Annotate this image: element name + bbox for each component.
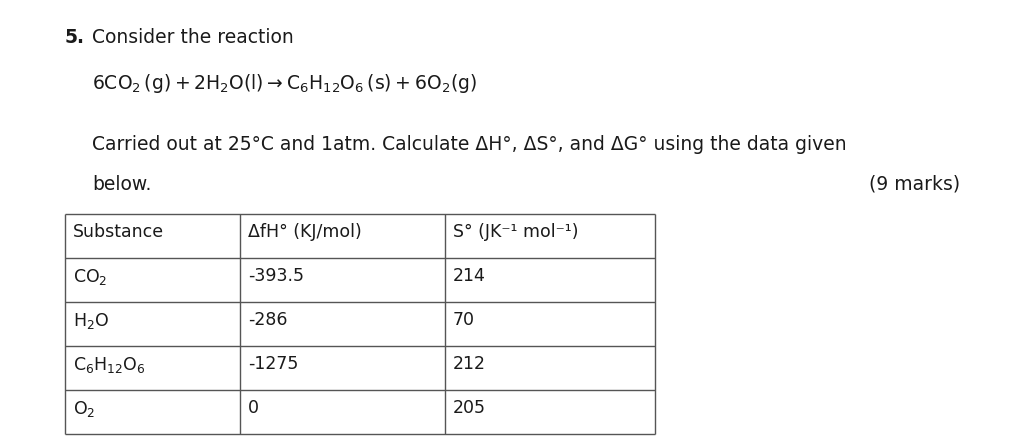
Text: 214: 214 bbox=[453, 266, 485, 284]
Text: -286: -286 bbox=[248, 310, 288, 328]
Text: (9 marks): (9 marks) bbox=[869, 175, 961, 194]
Text: $\mathrm{CO_2}$: $\mathrm{CO_2}$ bbox=[73, 266, 108, 286]
Text: 212: 212 bbox=[453, 354, 486, 372]
Text: $\mathrm{6CO_2\,(g) + 2H_2O(l) \rightarrow C_6H_{12}O_6\,(s) + 6O_2(g)}$: $\mathrm{6CO_2\,(g) + 2H_2O(l) \rightarr… bbox=[92, 72, 477, 95]
Text: below.: below. bbox=[92, 175, 152, 194]
Text: -1275: -1275 bbox=[248, 354, 298, 372]
Text: Carried out at 25°C and 1atm. Calculate ΔH°, ΔS°, and ΔG° using the data given: Carried out at 25°C and 1atm. Calculate … bbox=[92, 135, 847, 154]
Text: -393.5: -393.5 bbox=[248, 266, 304, 284]
Text: $\mathrm{O_2}$: $\mathrm{O_2}$ bbox=[73, 398, 95, 418]
Text: ΔfH° (KJ/mol): ΔfH° (KJ/mol) bbox=[248, 223, 361, 240]
Text: 205: 205 bbox=[453, 398, 486, 416]
Text: $\mathrm{C_6H_{12}O_6}$: $\mathrm{C_6H_{12}O_6}$ bbox=[73, 354, 145, 374]
Text: $\mathrm{H_2O}$: $\mathrm{H_2O}$ bbox=[73, 310, 110, 330]
Text: 5.: 5. bbox=[65, 28, 85, 47]
Text: Substance: Substance bbox=[73, 223, 164, 240]
Text: S° (JK⁻¹ mol⁻¹): S° (JK⁻¹ mol⁻¹) bbox=[453, 223, 579, 240]
Text: 70: 70 bbox=[453, 310, 475, 328]
Text: Consider the reaction: Consider the reaction bbox=[92, 28, 294, 47]
Text: 0: 0 bbox=[248, 398, 259, 416]
